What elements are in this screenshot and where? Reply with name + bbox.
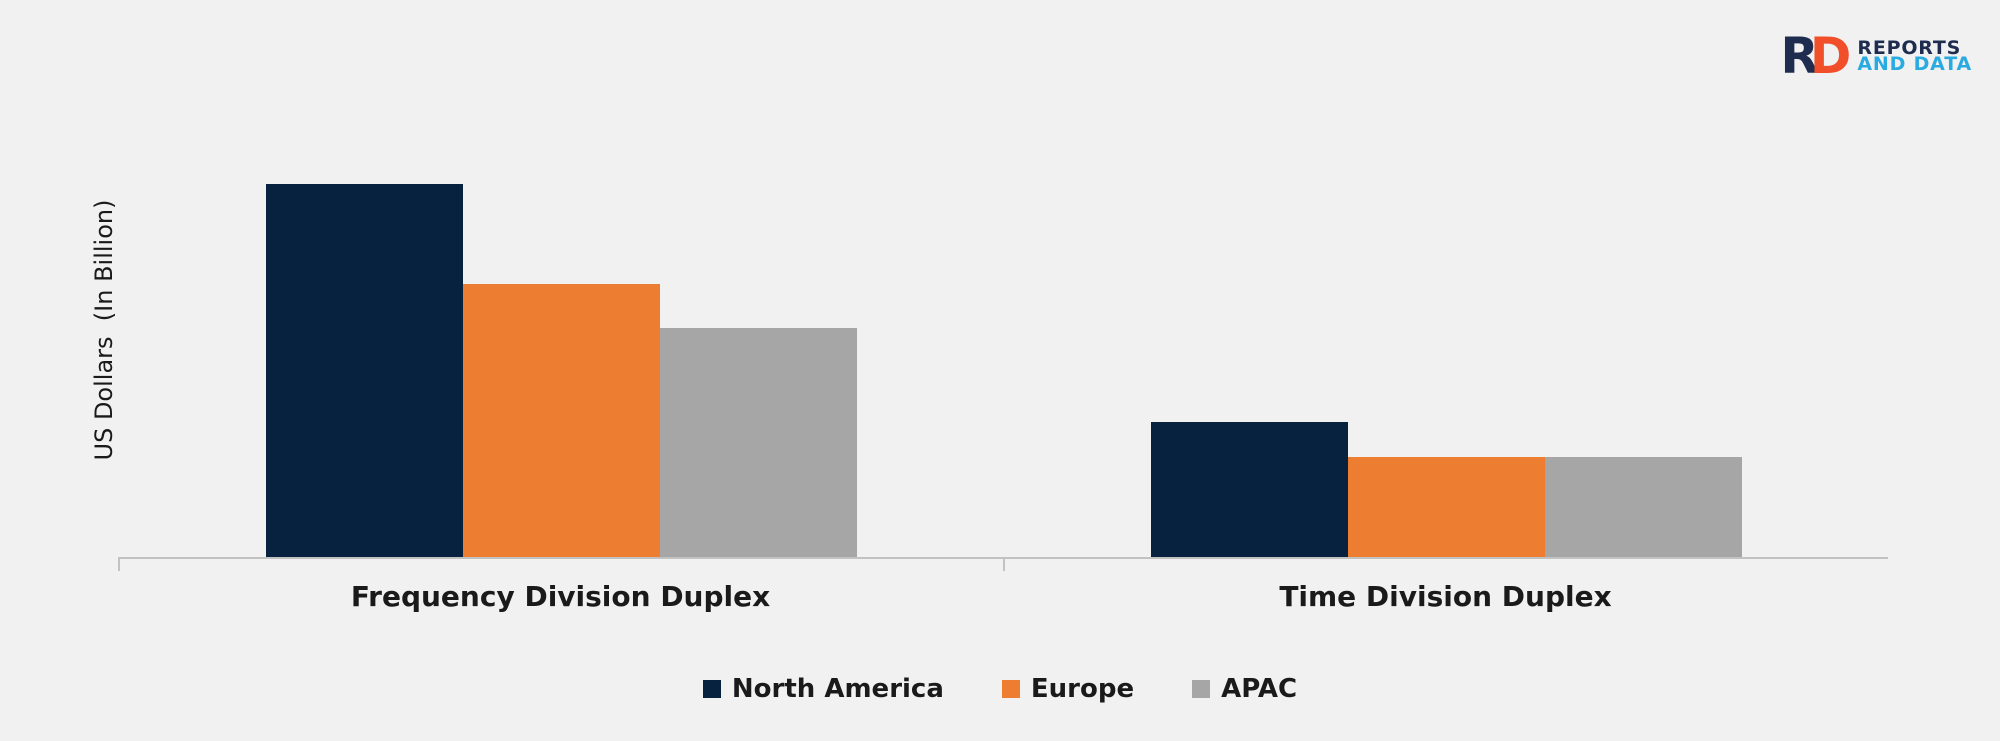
legend-item-north-america: North America (702, 674, 944, 704)
chart-legend: North America Europe APAC (0, 674, 2000, 704)
logo-text-line1: REPORTS (1857, 36, 1962, 59)
bar-apac-frequency-division-duplex (660, 328, 857, 558)
logo-text-line2: AND DATA (1857, 53, 1972, 75)
legend-swatch-icon (1192, 680, 1211, 698)
legend-label: Europe (1030, 674, 1135, 704)
bar-europe-time-division-duplex (1348, 457, 1545, 558)
bar-europe-frequency-division-duplex (463, 284, 660, 558)
x-axis-tick (118, 557, 120, 571)
category-label-frequency-division-duplex: Frequency Division Duplex (350, 580, 771, 613)
legend-swatch-icon (1001, 680, 1020, 698)
bar-north-america-frequency-division-duplex (266, 184, 463, 558)
rd-logo-mark-icon: R D (1780, 27, 1851, 85)
legend-item-apac: APAC (1192, 674, 1297, 704)
legend-label: North America (731, 674, 944, 704)
bar-apac-time-division-duplex (1545, 457, 1742, 558)
reports-and-data-logo: R D REPORTS AND DATA (1780, 27, 1972, 85)
logo-text: REPORTS AND DATA (1857, 36, 1972, 75)
logo-letter-d: D (1809, 27, 1851, 85)
legend-swatch-icon (702, 680, 721, 698)
legend-label: APAC (1221, 674, 1298, 704)
bar-north-america-time-division-duplex (1151, 422, 1348, 558)
logo-letter-r: R (1780, 27, 1818, 85)
legend-item-europe: Europe (1001, 674, 1135, 704)
category-label-time-division-duplex: Time Division Duplex (1279, 580, 1612, 613)
y-axis-label: US Dollars (In Billion) (90, 199, 118, 461)
x-axis-tick (1003, 557, 1005, 571)
